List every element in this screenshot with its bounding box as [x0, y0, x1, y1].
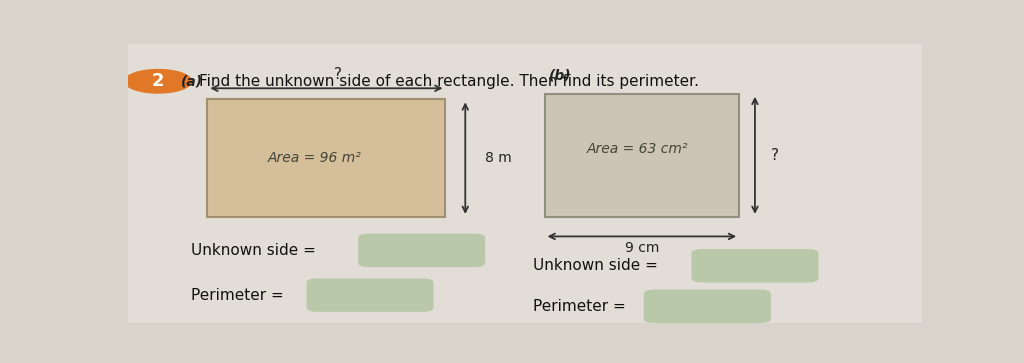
Text: Find the unknown side of each rectangle. Then find its perimeter.: Find the unknown side of each rectangle.…: [200, 74, 699, 89]
FancyBboxPatch shape: [306, 278, 433, 312]
FancyBboxPatch shape: [128, 44, 922, 323]
Text: Area = 63 cm²: Area = 63 cm²: [587, 142, 689, 156]
Text: Area = 96 m²: Area = 96 m²: [267, 151, 361, 165]
Bar: [545, 94, 739, 217]
Text: Unknown side =: Unknown side =: [532, 258, 657, 273]
Text: ?: ?: [771, 148, 779, 163]
Text: (b): (b): [549, 69, 571, 83]
Text: Unknown side =: Unknown side =: [191, 243, 316, 258]
Text: Perimeter =: Perimeter =: [532, 299, 626, 314]
Text: Perimeter =: Perimeter =: [191, 287, 285, 303]
FancyBboxPatch shape: [691, 249, 818, 282]
Text: ?: ?: [334, 67, 342, 82]
FancyBboxPatch shape: [358, 234, 485, 267]
Bar: [207, 99, 445, 217]
Text: 9 cm: 9 cm: [625, 241, 659, 254]
Text: 8 m: 8 m: [485, 151, 512, 165]
Text: 2: 2: [152, 72, 165, 90]
FancyBboxPatch shape: [644, 290, 771, 323]
Text: (a): (a): [181, 74, 204, 88]
Circle shape: [125, 70, 191, 93]
